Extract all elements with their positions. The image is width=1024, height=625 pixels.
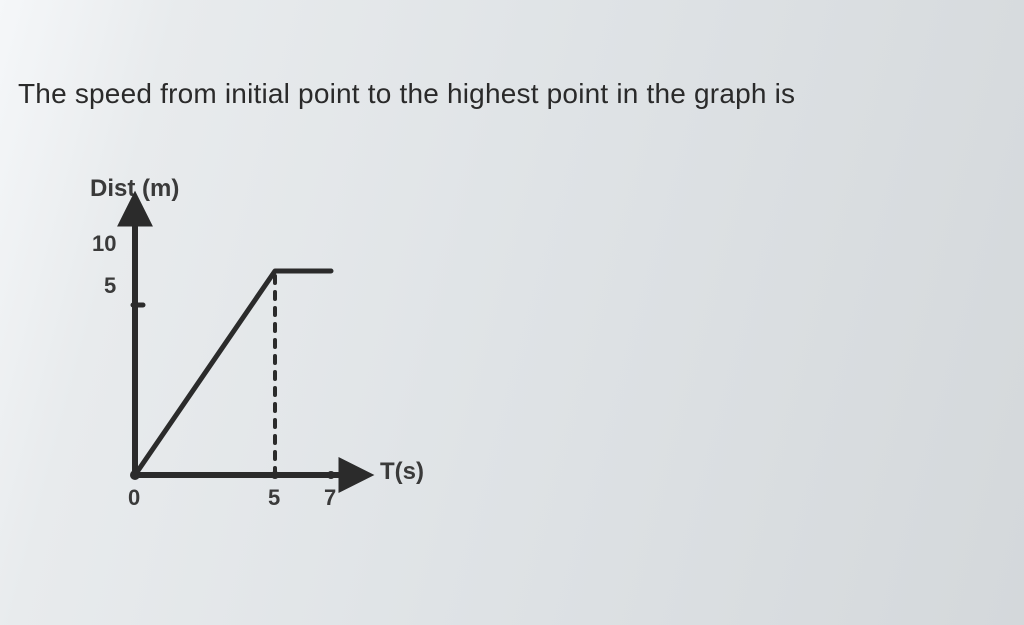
question-text: The speed from initial point to the high…	[18, 78, 795, 110]
chart-svg	[80, 175, 440, 535]
distance-time-chart: Dist (m) 10 5 0 5 7 T(s)	[80, 175, 440, 555]
